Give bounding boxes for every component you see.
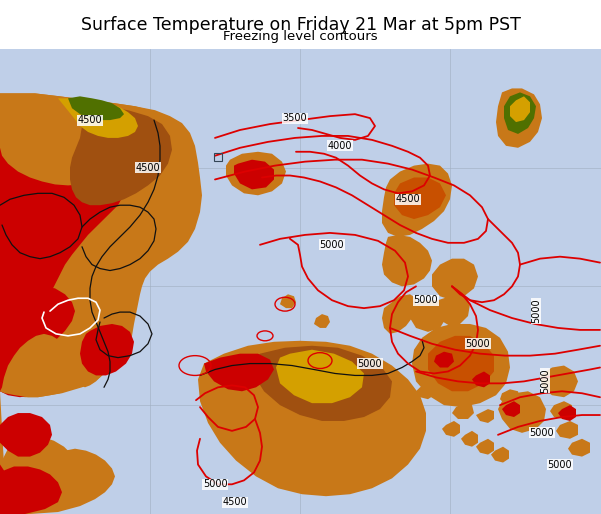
Polygon shape: [0, 470, 55, 514]
Polygon shape: [0, 465, 62, 514]
Text: 5000: 5000: [203, 480, 227, 489]
Polygon shape: [498, 391, 546, 433]
Text: 4000: 4000: [328, 141, 352, 151]
Polygon shape: [556, 421, 578, 439]
Polygon shape: [550, 401, 572, 419]
Polygon shape: [314, 314, 330, 328]
Text: 4500: 4500: [223, 497, 248, 507]
Polygon shape: [252, 346, 392, 421]
Text: 5000: 5000: [531, 299, 541, 323]
Bar: [214, 153, 222, 161]
Polygon shape: [472, 372, 490, 388]
Polygon shape: [410, 300, 446, 332]
Polygon shape: [0, 94, 202, 397]
Polygon shape: [0, 221, 72, 274]
Polygon shape: [78, 116, 180, 388]
Polygon shape: [0, 437, 76, 514]
Polygon shape: [434, 352, 454, 368]
Polygon shape: [198, 341, 426, 496]
Polygon shape: [80, 324, 134, 375]
Polygon shape: [0, 286, 75, 372]
Text: 5000: 5000: [529, 428, 554, 438]
Polygon shape: [0, 413, 52, 456]
Polygon shape: [280, 295, 296, 308]
Polygon shape: [234, 160, 274, 189]
Polygon shape: [510, 96, 530, 122]
Polygon shape: [500, 389, 520, 405]
Polygon shape: [461, 431, 478, 447]
Text: 5000: 5000: [540, 368, 550, 393]
Text: 5000: 5000: [320, 240, 344, 250]
Polygon shape: [540, 365, 578, 397]
Polygon shape: [496, 88, 542, 148]
Text: Freezing level contours: Freezing level contours: [223, 30, 378, 43]
Text: 4500: 4500: [136, 162, 160, 173]
Polygon shape: [394, 177, 446, 219]
Polygon shape: [68, 96, 124, 120]
Text: 5000: 5000: [413, 295, 438, 305]
Polygon shape: [58, 98, 138, 138]
Polygon shape: [442, 421, 460, 437]
Polygon shape: [476, 439, 494, 454]
Polygon shape: [436, 295, 470, 326]
Polygon shape: [204, 354, 274, 391]
Polygon shape: [0, 334, 80, 397]
Polygon shape: [226, 152, 286, 195]
Polygon shape: [412, 324, 510, 407]
Polygon shape: [416, 383, 434, 399]
Polygon shape: [432, 259, 478, 300]
Text: 5000: 5000: [358, 359, 382, 369]
Text: Surface Temperature on Friday 21 Mar at 5pm PST: Surface Temperature on Friday 21 Mar at …: [81, 16, 520, 34]
Polygon shape: [70, 103, 172, 205]
Polygon shape: [0, 94, 172, 186]
Polygon shape: [502, 401, 520, 417]
Polygon shape: [568, 439, 590, 456]
Text: 4500: 4500: [395, 194, 420, 204]
Polygon shape: [504, 93, 536, 134]
Polygon shape: [276, 350, 364, 403]
Polygon shape: [382, 295, 416, 334]
Polygon shape: [0, 391, 115, 514]
Polygon shape: [476, 409, 494, 423]
Polygon shape: [382, 163, 452, 237]
Polygon shape: [382, 235, 432, 286]
Polygon shape: [452, 403, 474, 419]
Polygon shape: [558, 405, 576, 421]
Text: 3500: 3500: [282, 113, 307, 123]
Polygon shape: [491, 447, 509, 463]
Text: 4500: 4500: [78, 115, 102, 125]
Polygon shape: [504, 409, 520, 423]
Polygon shape: [428, 336, 494, 391]
Text: 5000: 5000: [466, 339, 490, 349]
Text: 5000: 5000: [548, 460, 572, 469]
Polygon shape: [0, 118, 132, 397]
